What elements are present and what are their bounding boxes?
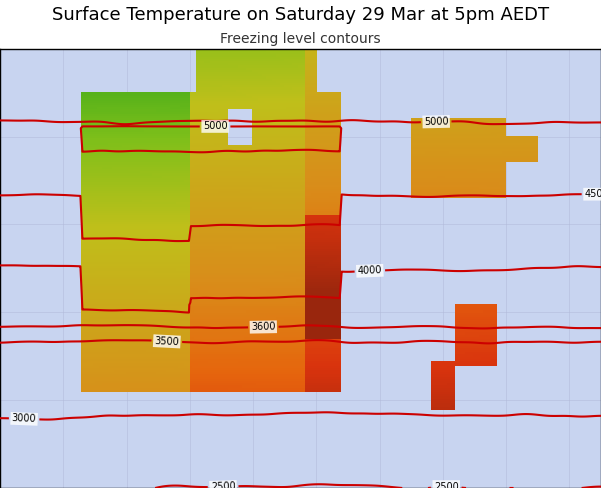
Text: Freezing level contours: Freezing level contours: [220, 32, 381, 46]
Text: 4500: 4500: [585, 189, 601, 199]
Text: 3600: 3600: [251, 322, 276, 332]
Text: 4000: 4000: [358, 265, 382, 276]
Text: 2500: 2500: [434, 482, 459, 488]
Text: 5000: 5000: [203, 122, 227, 131]
Text: 3000: 3000: [11, 413, 37, 424]
Text: 5000: 5000: [424, 117, 448, 127]
Text: Surface Temperature on Saturday 29 Mar at 5pm AEDT: Surface Temperature on Saturday 29 Mar a…: [52, 6, 549, 23]
Text: 3500: 3500: [154, 336, 179, 347]
Text: 2500: 2500: [210, 482, 236, 488]
